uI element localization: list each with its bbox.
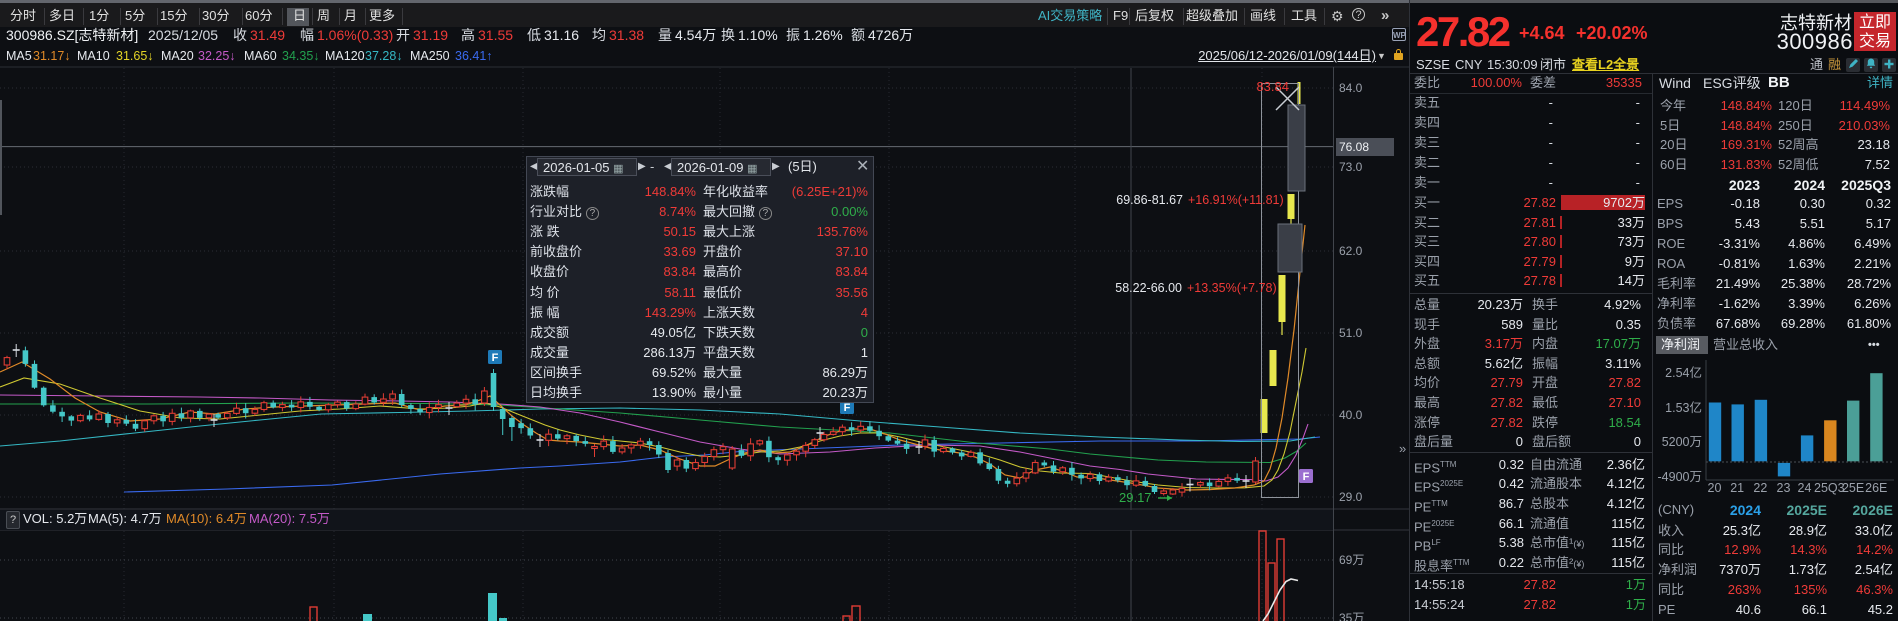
svg-text:F: F	[844, 402, 851, 414]
svg-text:F: F	[1303, 471, 1310, 483]
svg-text:F: F	[492, 352, 499, 364]
